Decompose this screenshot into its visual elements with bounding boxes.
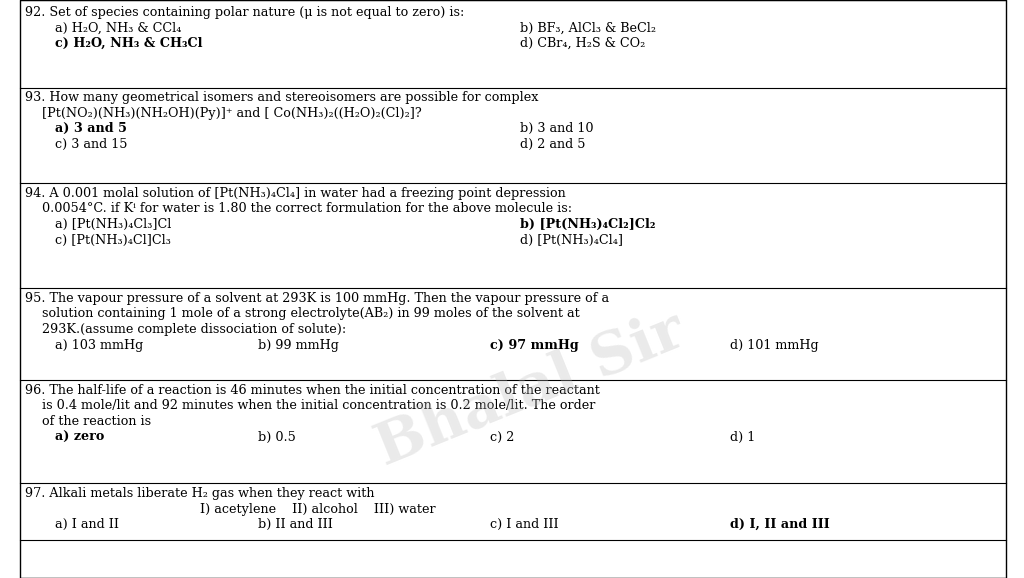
Text: is 0.4 mole/lit and 92 minutes when the initial concentration is 0.2 mole/lit. T: is 0.4 mole/lit and 92 minutes when the … [42, 399, 595, 413]
Text: a) 103 mmHg: a) 103 mmHg [55, 339, 143, 351]
Text: 93. How many geometrical isomers and stereoisomers are possible for complex: 93. How many geometrical isomers and ste… [25, 91, 539, 104]
Text: 95. The vapour pressure of a solvent at 293K is 100 mmHg. Then the vapour pressu: 95. The vapour pressure of a solvent at … [25, 292, 609, 305]
Text: b) 3 and 10: b) 3 and 10 [520, 122, 594, 135]
Text: [Pt(NO₂)(NH₃)(NH₂OH)(Py)]⁺ and [ Co(NH₃)₂((H₂O)₂(Cl)₂]?: [Pt(NO₂)(NH₃)(NH₂OH)(Py)]⁺ and [ Co(NH₃)… [42, 106, 422, 120]
Text: b) II and III: b) II and III [258, 518, 333, 531]
Text: 97. Alkali metals liberate H₂ gas when they react with: 97. Alkali metals liberate H₂ gas when t… [25, 487, 375, 500]
Text: 293K.(assume complete dissociation of solute):: 293K.(assume complete dissociation of so… [42, 323, 346, 336]
Text: Bhalal Sir: Bhalal Sir [368, 303, 692, 477]
Text: c) [Pt(NH₃)₄Cl]Cl₃: c) [Pt(NH₃)₄Cl]Cl₃ [55, 234, 171, 246]
Text: a) I and II: a) I and II [55, 518, 119, 531]
Text: a) H₂O, NH₃ & CCl₄: a) H₂O, NH₃ & CCl₄ [55, 21, 181, 35]
Text: I) acetylene    II) alcohol    III) water: I) acetylene II) alcohol III) water [200, 502, 435, 516]
Text: a) zero: a) zero [55, 431, 104, 443]
Text: c) 3 and 15: c) 3 and 15 [55, 138, 128, 150]
Text: d) 101 mmHg: d) 101 mmHg [730, 339, 818, 351]
Text: b) BF₃, AlCl₃ & BeCl₂: b) BF₃, AlCl₃ & BeCl₂ [520, 21, 656, 35]
Text: 94. A 0.001 molal solution of [Pt(NH₃)₄Cl₄] in water had a freezing point depres: 94. A 0.001 molal solution of [Pt(NH₃)₄C… [25, 187, 565, 200]
Text: 92. Set of species containing polar nature (μ is not equal to zero) is:: 92. Set of species containing polar natu… [25, 6, 464, 19]
Text: d) 1: d) 1 [730, 431, 756, 443]
Text: 96. The half-life of a reaction is 46 minutes when the initial concentration of : 96. The half-life of a reaction is 46 mi… [25, 384, 600, 397]
Text: solution containing 1 mole of a strong electrolyte(AB₂) in 99 moles of the solve: solution containing 1 mole of a strong e… [42, 307, 580, 320]
Text: d) 2 and 5: d) 2 and 5 [520, 138, 586, 150]
Text: b) 0.5: b) 0.5 [258, 431, 296, 443]
Text: of the reaction is: of the reaction is [42, 415, 152, 428]
Text: b) 99 mmHg: b) 99 mmHg [258, 339, 339, 351]
Text: 0.0054°C. if Kⁱ for water is 1.80 the correct formulation for the above molecule: 0.0054°C. if Kⁱ for water is 1.80 the co… [42, 202, 572, 216]
Text: d) I, II and III: d) I, II and III [730, 518, 829, 531]
Text: a) 3 and 5: a) 3 and 5 [55, 122, 127, 135]
Text: a) [Pt(NH₃)₄Cl₃]Cl: a) [Pt(NH₃)₄Cl₃]Cl [55, 218, 171, 231]
Text: c) H₂O, NH₃ & CH₃Cl: c) H₂O, NH₃ & CH₃Cl [55, 37, 203, 50]
Text: c) 2: c) 2 [490, 431, 514, 443]
Text: c) I and III: c) I and III [490, 518, 559, 531]
Text: b) [Pt(NH₃)₄Cl₂]Cl₂: b) [Pt(NH₃)₄Cl₂]Cl₂ [520, 218, 655, 231]
Text: d) [Pt(NH₃)₄Cl₄]: d) [Pt(NH₃)₄Cl₄] [520, 234, 623, 246]
Text: d) CBr₄, H₂S & CO₂: d) CBr₄, H₂S & CO₂ [520, 37, 645, 50]
Text: c) 97 mmHg: c) 97 mmHg [490, 339, 579, 351]
